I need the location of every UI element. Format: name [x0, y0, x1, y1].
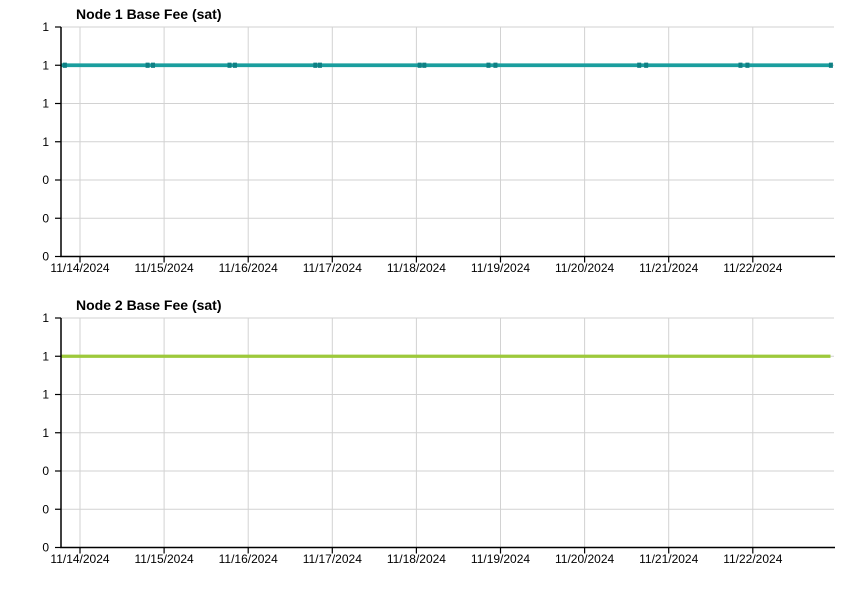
series-marker [317, 62, 322, 68]
x-tick-label: 11/21/2024 [639, 552, 698, 566]
x-tick-label: 11/18/2024 [387, 261, 446, 275]
y-tick-label: 1 [42, 388, 49, 402]
series-marker [738, 62, 743, 68]
series-marker [745, 62, 750, 68]
y-tick-label: 0 [42, 464, 49, 478]
x-tick-label: 11/15/2024 [135, 552, 194, 566]
x-tick-label: 11/16/2024 [219, 552, 278, 566]
x-tick-label: 11/14/2024 [50, 552, 109, 566]
series-marker [493, 62, 498, 68]
x-tick-label: 11/16/2024 [219, 261, 278, 275]
y-tick-label: 0 [42, 541, 49, 555]
y-tick-label: 1 [42, 58, 49, 72]
y-tick-label: 1 [42, 426, 49, 440]
y-tick-label: 1 [42, 311, 49, 325]
x-tick-label: 11/19/2024 [471, 552, 530, 566]
x-tick-label: 11/17/2024 [303, 552, 362, 566]
series-marker [828, 62, 833, 68]
series-marker [644, 62, 649, 68]
y-tick-label: 1 [42, 135, 49, 149]
x-tick-label: 11/20/2024 [555, 552, 614, 566]
x-tick-label: 11/19/2024 [471, 261, 530, 275]
series-marker [150, 62, 155, 68]
series-marker [145, 62, 150, 68]
y-tick-label: 0 [42, 502, 49, 516]
x-tick-label: 11/18/2024 [387, 552, 446, 566]
x-tick-label: 11/15/2024 [135, 261, 194, 275]
x-tick-label: 11/17/2024 [303, 261, 362, 275]
series-marker [637, 62, 642, 68]
y-tick-label: 0 [42, 173, 49, 187]
x-tick-label: 11/14/2024 [50, 261, 109, 275]
x-tick-label: 11/22/2024 [723, 552, 782, 566]
chart-title: Node 2 Base Fee (sat) [76, 297, 222, 313]
series-marker [62, 62, 67, 68]
y-tick-label: 1 [42, 349, 49, 363]
y-tick-label: 1 [42, 20, 49, 34]
series-marker [486, 62, 491, 68]
series-marker [417, 62, 422, 68]
series-marker [227, 62, 232, 68]
chart-title: Node 1 Base Fee (sat) [76, 6, 222, 22]
x-tick-label: 11/22/2024 [723, 261, 782, 275]
y-tick-label: 0 [42, 211, 49, 225]
x-tick-label: 11/20/2024 [555, 261, 614, 275]
series-marker [313, 62, 318, 68]
x-tick-label: 11/21/2024 [639, 261, 698, 275]
series-marker [422, 62, 427, 68]
y-tick-label: 0 [42, 250, 49, 264]
y-tick-label: 1 [42, 97, 49, 111]
series-marker [232, 62, 237, 68]
